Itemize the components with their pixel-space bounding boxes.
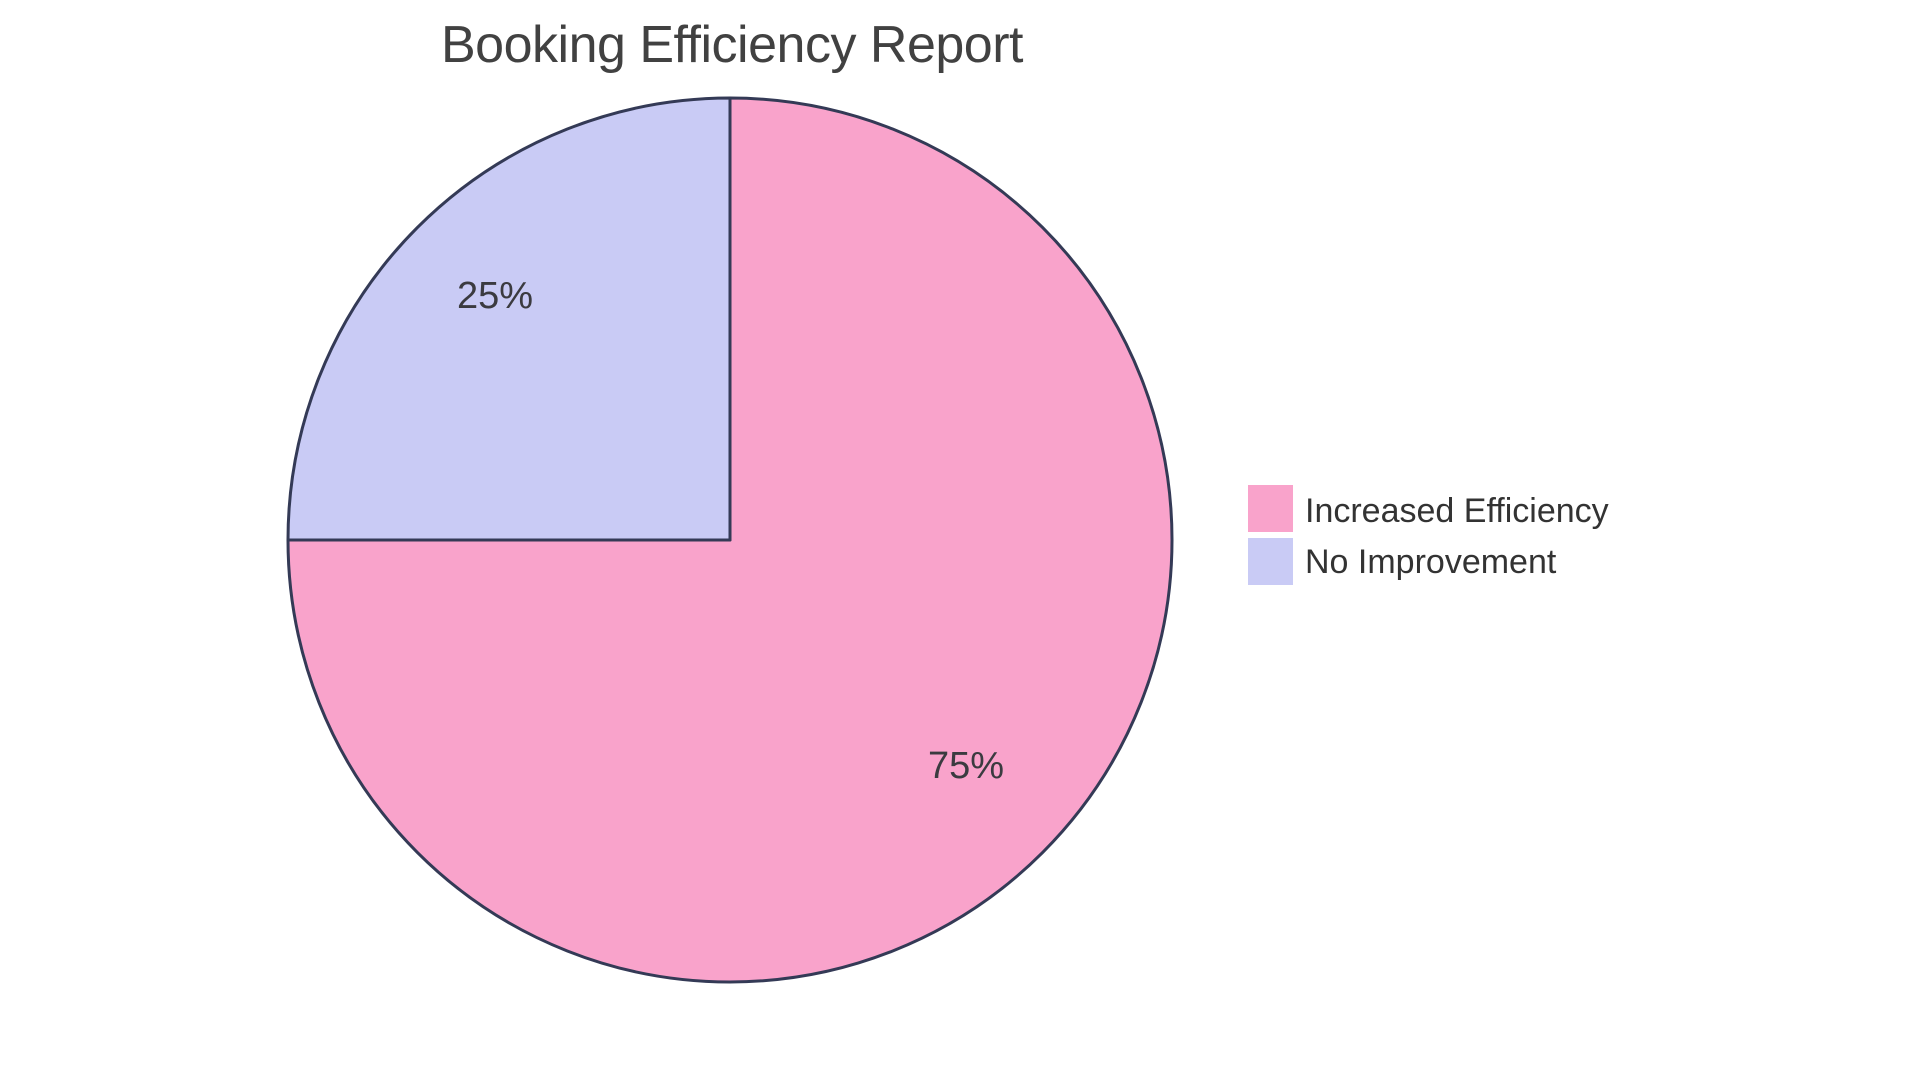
legend-label-no-improvement: No Improvement [1305, 543, 1557, 581]
chart-title: Booking Efficiency Report [441, 16, 1024, 74]
legend-swatch-no-improvement [1248, 538, 1293, 585]
legend: Increased Efficiency No Improvement [1248, 485, 1609, 585]
slice-label-increased-efficiency: 75% [928, 745, 1004, 787]
legend-swatch-increased-efficiency [1248, 485, 1293, 532]
pie-slice-no-improvement [286, 96, 732, 542]
pie-slice-increased-efficiency [286, 96, 1174, 984]
slice-label-no-improvement: 25% [457, 275, 533, 317]
legend-label-increased-efficiency: Increased Efficiency [1305, 492, 1609, 530]
